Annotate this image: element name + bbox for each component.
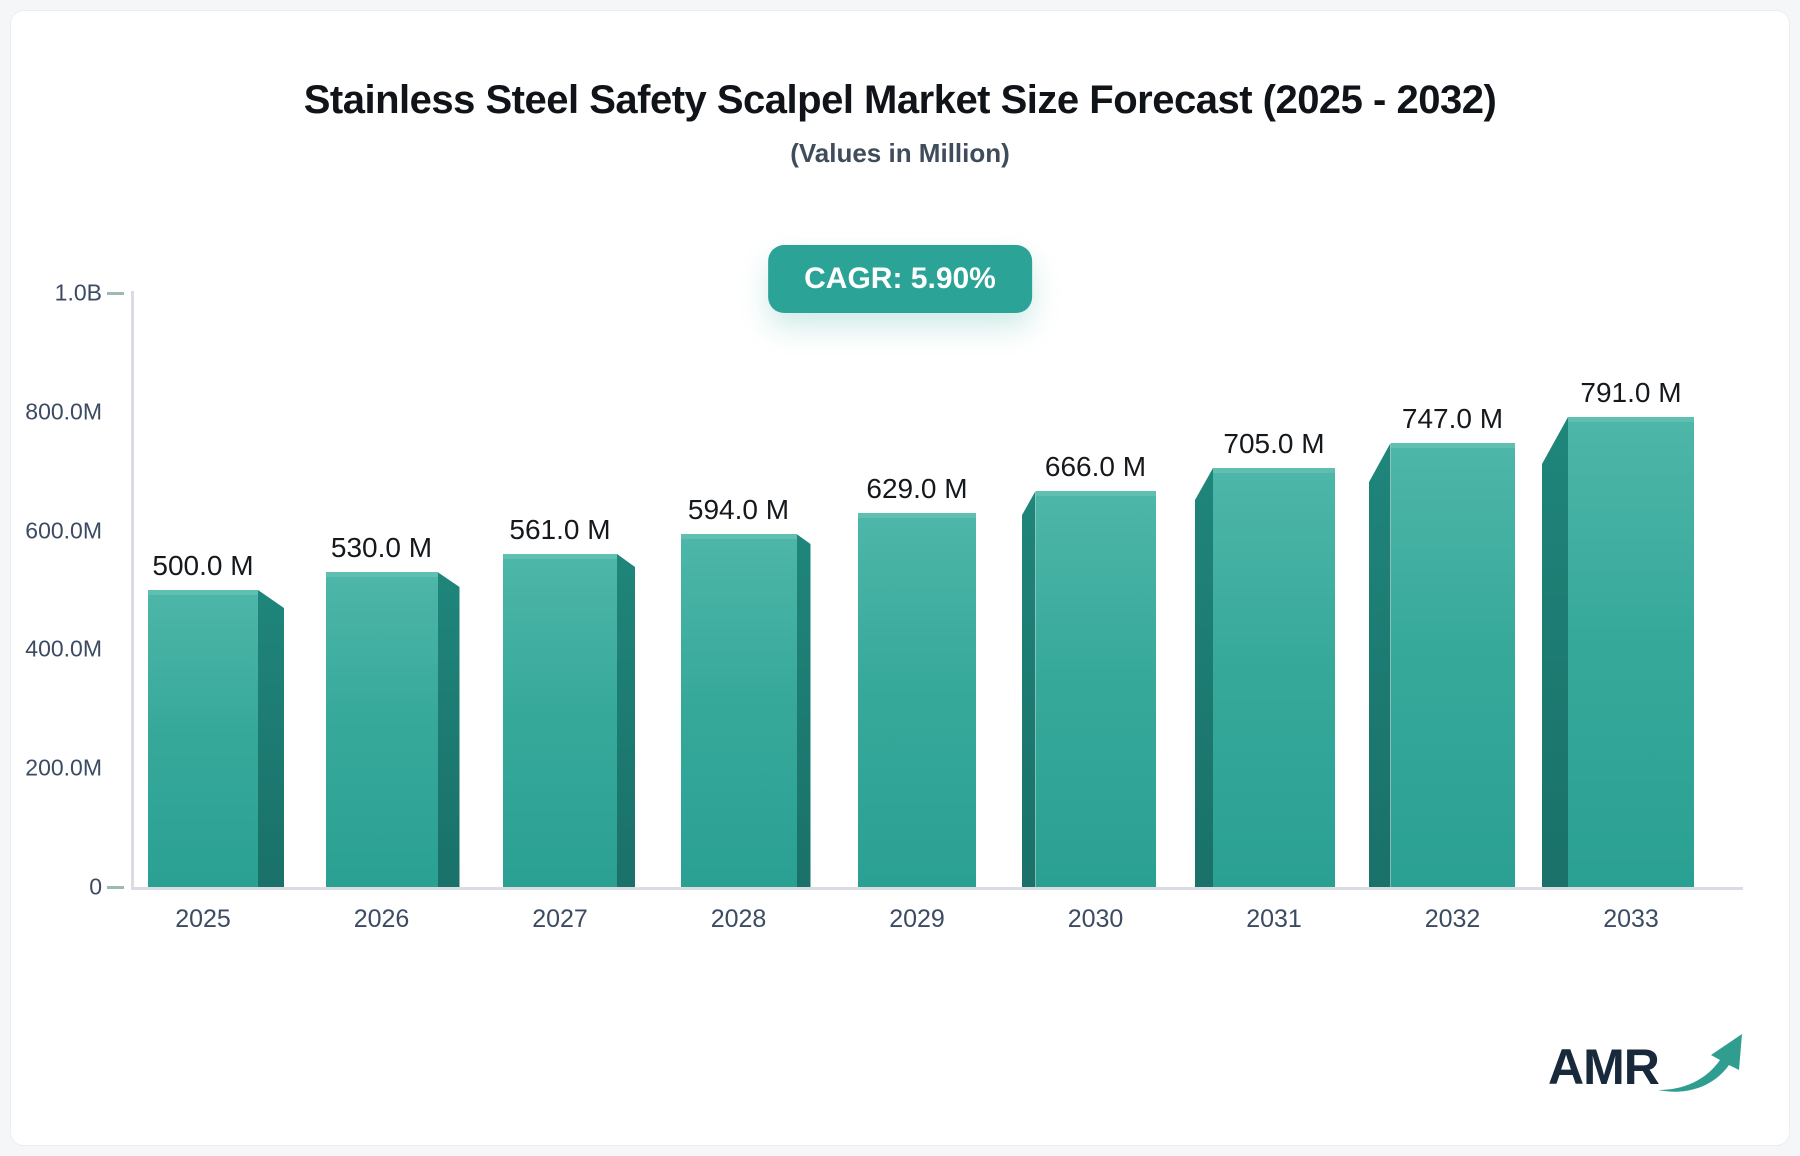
bar-2025	[148, 590, 284, 887]
y-axis-tick-label: 200.0M	[25, 754, 102, 781]
bar-side-face	[258, 590, 284, 887]
bar-2028	[680, 534, 811, 887]
bar-2033	[1542, 417, 1694, 887]
y-axis-tick-label: 1.0B	[54, 279, 102, 306]
x-axis-label-2031: 2031	[1246, 905, 1302, 933]
chart-title: Stainless Steel Safety Scalpel Market Si…	[303, 78, 1497, 122]
bar-side-face	[1195, 468, 1213, 887]
bar-2030	[1021, 491, 1156, 887]
bar-side-face	[1542, 417, 1568, 887]
bar-2031	[1195, 468, 1335, 887]
x-axis-label-2025: 2025	[175, 905, 231, 933]
x-axis-label-2030: 2030	[1067, 905, 1124, 933]
y-axis-tick-label: 0	[89, 873, 102, 900]
bar-face	[325, 572, 438, 887]
y-axis-tick-dash	[107, 886, 124, 889]
bar-face	[503, 554, 617, 887]
bar-face	[858, 513, 976, 887]
bar-value-label: 530.0 M	[330, 532, 433, 563]
bar-face	[1390, 443, 1515, 887]
bar-2027	[503, 554, 635, 887]
y-axis-line	[131, 291, 134, 887]
amr-logo-text: AMR	[1548, 1039, 1660, 1095]
bar-value-label: 791.0 M	[1580, 377, 1682, 408]
y-axis-tick-label: 800.0M	[25, 398, 102, 425]
bar-side-face	[796, 534, 811, 887]
x-axis-baseline	[131, 887, 1743, 890]
bar-value-label: 500.0 M	[152, 550, 254, 581]
bar-face	[148, 590, 258, 887]
bar-side-face	[1021, 491, 1036, 887]
x-axis-label-2033: 2033	[1603, 905, 1659, 933]
x-axis-label-2026: 2026	[353, 905, 410, 933]
bar-value-label: 666.0 M	[1044, 451, 1147, 482]
x-axis-label-2028: 2028	[710, 905, 767, 933]
bar-face	[1213, 468, 1335, 887]
bar-value-label: 594.0 M	[687, 494, 790, 525]
bar-value-label: 561.0 M	[509, 514, 611, 545]
y-axis-tick-label: 400.0M	[25, 635, 102, 662]
x-axis-label-2027: 2027	[532, 905, 588, 933]
bar-value-label: 705.0 M	[1223, 428, 1325, 459]
bar-2026	[325, 572, 460, 887]
y-axis-tick-label: 600.0M	[25, 517, 102, 544]
y-axis-tick-dash	[107, 292, 124, 295]
x-axis-label-2029: 2029	[889, 905, 945, 933]
amr-logo: AMR	[1548, 1024, 1748, 1104]
chart-subtitle: (Values in Million)	[790, 138, 1010, 168]
bar-face	[680, 534, 797, 887]
bar-side-face	[437, 572, 460, 887]
bar-side-face	[1368, 443, 1391, 887]
bar-value-label: 629.0 M	[866, 473, 968, 504]
bar-2029	[858, 513, 976, 887]
bar-face	[1035, 491, 1156, 887]
bar-face	[1568, 417, 1694, 887]
growth-arrow-icon	[1658, 1034, 1742, 1092]
bar-2032	[1368, 443, 1515, 887]
bar-value-label: 747.0 M	[1401, 403, 1504, 434]
cagr-badge: CAGR: 5.90%	[768, 245, 1032, 313]
x-axis-label-2032: 2032	[1424, 905, 1481, 933]
bar-side-face	[617, 554, 635, 887]
